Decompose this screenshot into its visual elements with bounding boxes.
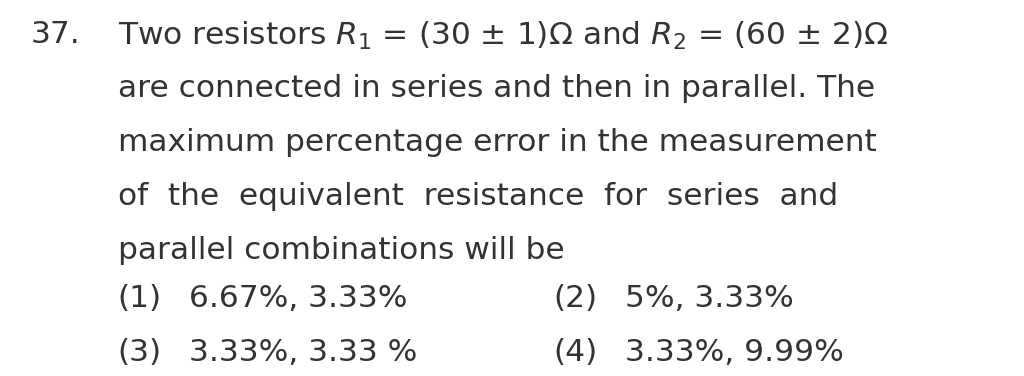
Text: 6.67%, 3.33%: 6.67%, 3.33%: [189, 284, 408, 313]
Text: maximum percentage error in the measurement: maximum percentage error in the measurem…: [118, 128, 877, 157]
Text: (1): (1): [118, 284, 162, 313]
Text: Two resistors $R_1$ = (30 ± 1)Ω and $R_2$ = (60 ± 2)Ω: Two resistors $R_1$ = (30 ± 1)Ω and $R_2…: [118, 20, 888, 52]
Text: 3.33%, 9.99%: 3.33%, 9.99%: [625, 338, 844, 367]
Text: are connected in series and then in parallel. The: are connected in series and then in para…: [118, 74, 874, 103]
Text: (4): (4): [553, 338, 597, 367]
Text: 3.33%, 3.33 %: 3.33%, 3.33 %: [189, 338, 418, 367]
Text: of  the  equivalent  resistance  for  series  and: of the equivalent resistance for series …: [118, 182, 838, 211]
Text: 37.: 37.: [31, 20, 81, 49]
Text: parallel combinations will be: parallel combinations will be: [118, 236, 564, 265]
Text: (2): (2): [553, 284, 597, 313]
Text: (3): (3): [118, 338, 162, 367]
Text: 5%, 3.33%: 5%, 3.33%: [625, 284, 794, 313]
